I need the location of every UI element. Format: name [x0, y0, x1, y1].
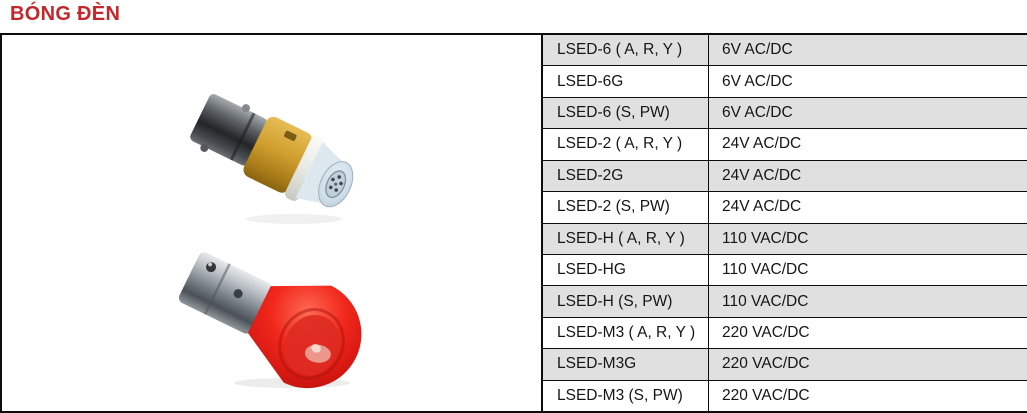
voltage-cell: 24V AC/DC [722, 198, 802, 216]
table-row: LSED-H ( A, R, Y ) 110 VAC/DC [543, 223, 1027, 255]
model-cell: LSED-6G [543, 66, 709, 97]
model-cell: LSED-M3 ( A, R, Y ) [543, 317, 709, 349]
product-images [2, 35, 541, 411]
page-title: BÓNG ĐÈN [10, 3, 121, 25]
model-cell: LSED-M3 (S, PW) [543, 380, 709, 412]
table-row: LSED-M3G 220 VAC/DC [543, 349, 1027, 381]
voltage-cell: 24V AC/DC [722, 135, 802, 153]
model-cell: LSED-6 (S, PW) [543, 97, 709, 129]
voltage-cell: 24V AC/DC [722, 166, 802, 184]
table-row: LSED-M3 ( A, R, Y ) 220 VAC/DC [543, 317, 1027, 350]
model-cell: LSED-2 (S, PW) [543, 192, 709, 223]
voltage-cell: 6V AC/DC [722, 104, 793, 122]
model-cell: LSED-2G [543, 160, 709, 192]
model-cell: LSED-M3G [543, 349, 709, 380]
table-row: LSED-2G 24V AC/DC [543, 160, 1027, 193]
table-row: LSED-2 ( A, R, Y ) 24V AC/DC [543, 129, 1027, 161]
voltage-cell: 6V AC/DC [722, 41, 793, 59]
voltage-cell: 110 VAC/DC [722, 229, 809, 247]
yellow-led-bulb-photo [190, 94, 354, 224]
voltage-cell: 220 VAC/DC [722, 324, 810, 341]
table-row: LSED-6 ( A, R, Y ) 6V AC/DC [543, 35, 1027, 67]
model-cell: LSED-HG [543, 254, 709, 286]
model-cell: LSED-6 ( A, R, Y ) [543, 35, 709, 66]
model-cell: LSED-H ( A, R, Y ) [543, 223, 709, 254]
table-row: LSED-2 (S, PW) 24V AC/DC [543, 192, 1027, 224]
voltage-cell: 220 VAC/DC [722, 355, 810, 373]
model-cell: LSED-H (S, PW) [543, 286, 709, 317]
table-row: LSED-M3 (S, PW) 220 VAC/DC [543, 380, 1027, 412]
content-box: LSED-6 ( A, R, Y ) 6V AC/DC LSED-6G 6V A… [0, 33, 1027, 413]
model-cell: LSED-2 ( A, R, Y ) [543, 129, 709, 160]
voltage-cell: 110 VAC/DC [722, 292, 809, 310]
table-row: LSED-6G 6V AC/DC [543, 66, 1027, 98]
voltage-cell: 6V AC/DC [722, 72, 793, 90]
table-row: LSED-6 (S, PW) 6V AC/DC [543, 97, 1027, 130]
voltage-cell: 220 VAC/DC [722, 386, 810, 404]
table-row: LSED-H (S, PW) 110 VAC/DC [543, 286, 1027, 318]
red-led-bulb-photo [178, 252, 362, 389]
table-row: LSED-HG 110 VAC/DC [543, 254, 1027, 287]
voltage-cell: 110 VAC/DC [722, 261, 809, 279]
spec-table: LSED-6 ( A, R, Y ) 6V AC/DC LSED-6G 6V A… [541, 35, 1027, 412]
